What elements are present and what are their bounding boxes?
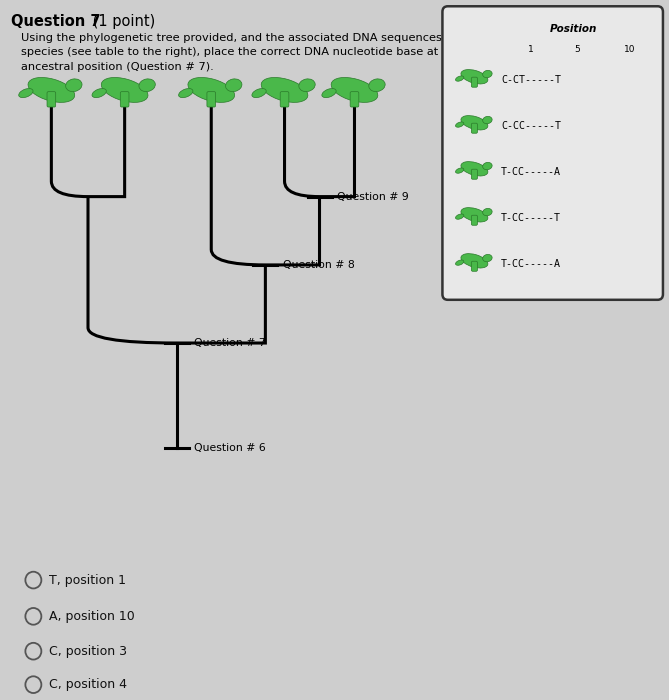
Ellipse shape <box>456 214 464 219</box>
Text: 1: 1 <box>527 46 533 55</box>
Ellipse shape <box>299 79 315 92</box>
Text: T-CC-----A: T-CC-----A <box>501 259 561 270</box>
Text: Question 7: Question 7 <box>11 14 101 29</box>
Ellipse shape <box>92 88 106 97</box>
Ellipse shape <box>461 69 488 84</box>
Ellipse shape <box>252 88 266 97</box>
FancyBboxPatch shape <box>207 92 215 107</box>
Text: A, position 10: A, position 10 <box>50 610 135 623</box>
Text: Question # 6: Question # 6 <box>194 442 266 453</box>
Text: 10: 10 <box>624 46 636 55</box>
Ellipse shape <box>139 79 155 92</box>
Ellipse shape <box>456 260 464 265</box>
FancyBboxPatch shape <box>472 261 478 272</box>
Ellipse shape <box>101 78 148 102</box>
Text: Position: Position <box>550 25 597 34</box>
Ellipse shape <box>188 78 235 102</box>
Text: T-CC-----T: T-CC-----T <box>501 214 561 223</box>
Text: C-CC-----T: C-CC-----T <box>501 121 561 132</box>
FancyBboxPatch shape <box>472 123 478 133</box>
Ellipse shape <box>461 162 488 176</box>
Ellipse shape <box>461 208 488 222</box>
FancyBboxPatch shape <box>472 215 478 225</box>
Text: Question # 7: Question # 7 <box>194 338 266 348</box>
FancyBboxPatch shape <box>350 92 359 107</box>
Ellipse shape <box>261 78 308 102</box>
Text: C, position 4: C, position 4 <box>50 678 127 691</box>
Ellipse shape <box>66 79 82 92</box>
Ellipse shape <box>179 88 193 97</box>
FancyBboxPatch shape <box>280 92 289 107</box>
Ellipse shape <box>456 168 464 173</box>
Text: C-CT-----T: C-CT-----T <box>501 75 561 85</box>
Ellipse shape <box>482 209 492 216</box>
Ellipse shape <box>482 254 492 262</box>
Ellipse shape <box>28 78 75 102</box>
Text: Using the phylogenetic tree provided, and the associated DNA sequences for each
: Using the phylogenetic tree provided, an… <box>21 33 504 71</box>
Ellipse shape <box>19 88 33 97</box>
Ellipse shape <box>482 71 492 78</box>
Ellipse shape <box>461 253 488 268</box>
Text: (1 point): (1 point) <box>88 14 155 29</box>
FancyBboxPatch shape <box>472 77 478 88</box>
FancyBboxPatch shape <box>442 6 663 300</box>
Ellipse shape <box>225 79 242 92</box>
Ellipse shape <box>456 76 464 81</box>
Text: Question # 9: Question # 9 <box>337 192 409 202</box>
Ellipse shape <box>461 116 488 130</box>
Ellipse shape <box>331 78 378 102</box>
Text: C, position 3: C, position 3 <box>50 645 127 658</box>
Text: T-CC-----A: T-CC-----A <box>501 167 561 177</box>
Text: 5: 5 <box>574 46 580 55</box>
Ellipse shape <box>322 88 336 97</box>
Ellipse shape <box>456 122 464 127</box>
FancyBboxPatch shape <box>47 92 56 107</box>
Ellipse shape <box>369 79 385 92</box>
Ellipse shape <box>482 162 492 169</box>
Text: Question # 8: Question # 8 <box>283 260 355 270</box>
Text: T, position 1: T, position 1 <box>50 573 126 587</box>
Ellipse shape <box>482 116 492 124</box>
FancyBboxPatch shape <box>120 92 129 107</box>
FancyBboxPatch shape <box>472 169 478 179</box>
